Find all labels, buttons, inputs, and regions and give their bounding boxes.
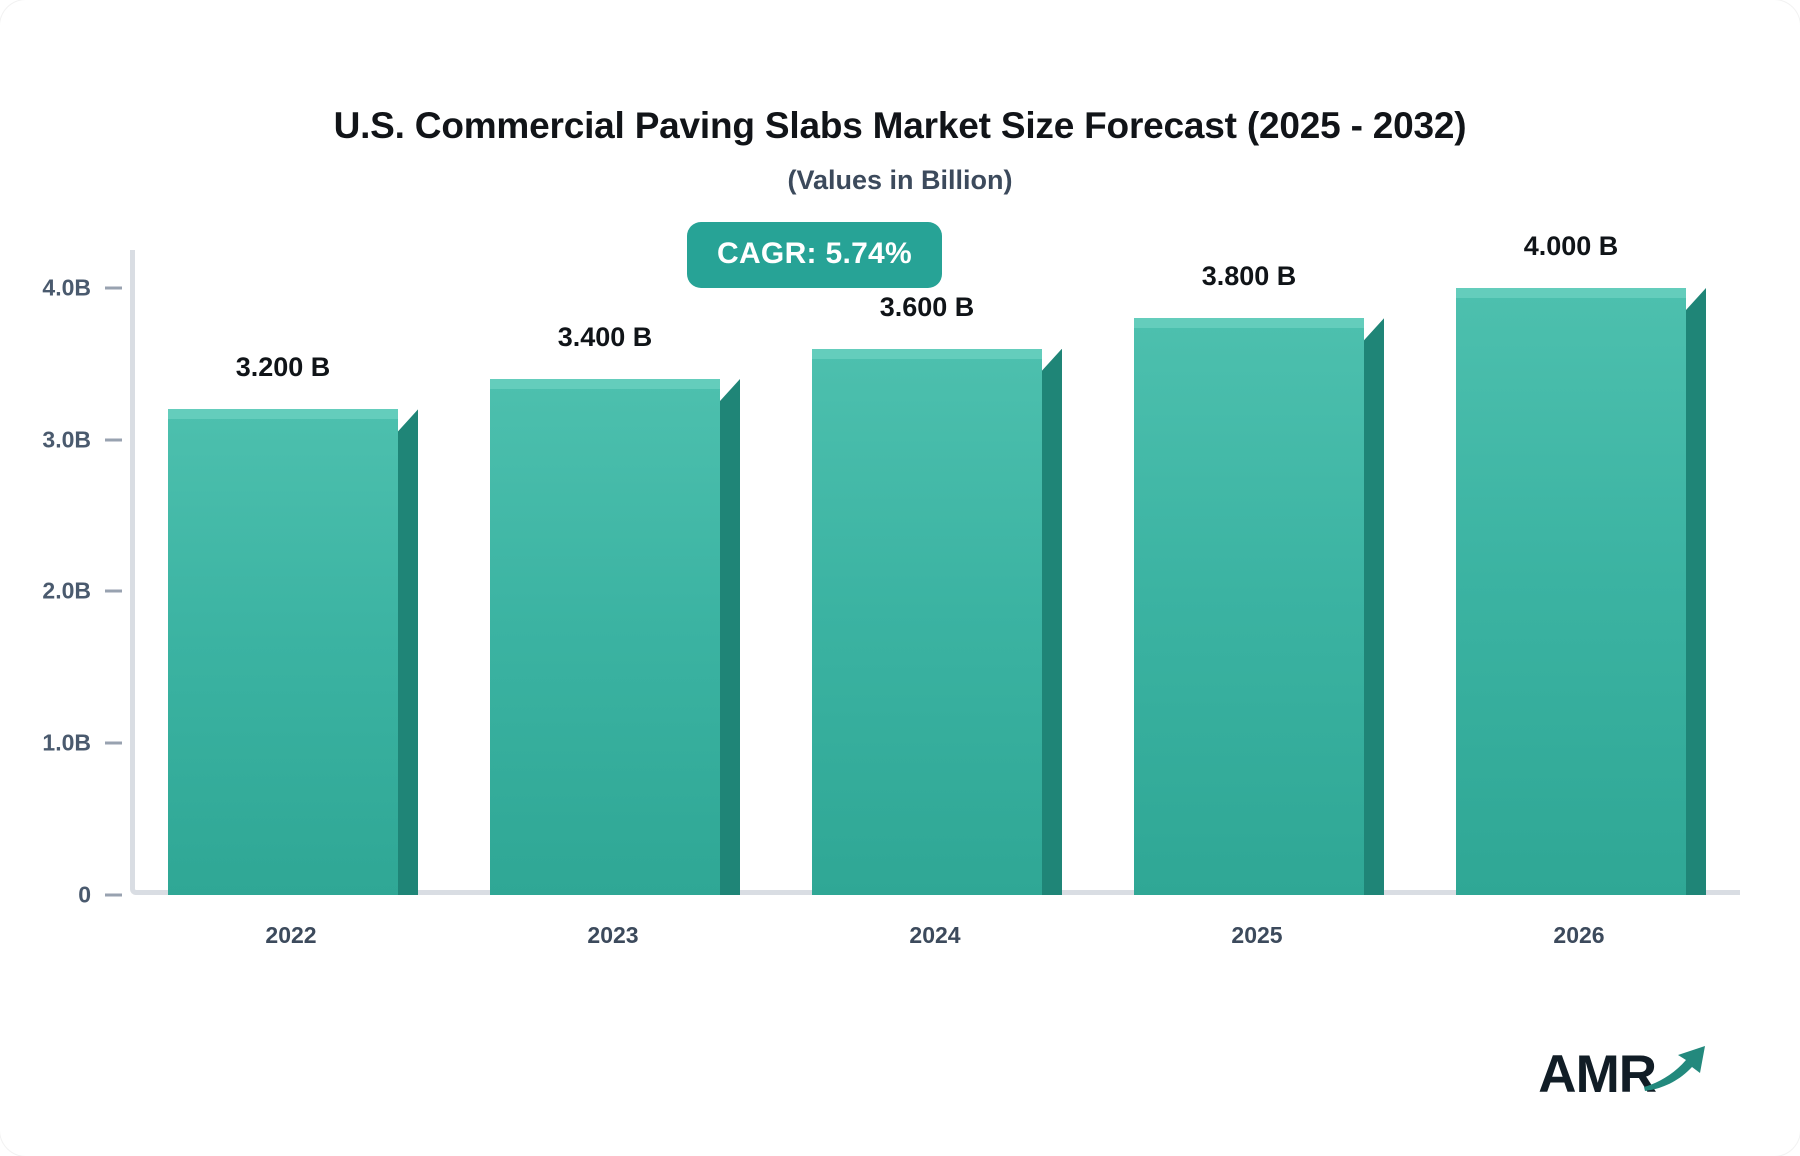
y-axis-tick-mark: [105, 286, 122, 290]
bar-front-face: [812, 348, 1042, 895]
x-axis-tick-label: 2023: [587, 922, 639, 948]
bar-front-face: [1456, 287, 1686, 895]
y-axis-tick-label: 1.0B: [42, 729, 91, 756]
y-axis-tick: 3.0B: [42, 426, 130, 453]
y-axis-tick-mark: [105, 438, 122, 442]
y-axis-tick-label: 3.0B: [42, 426, 91, 453]
bar-top-face: [812, 348, 1042, 359]
chart-title: U.S. Commercial Paving Slabs Market Size…: [333, 105, 1467, 146]
bar-column[interactable]: [812, 348, 1062, 895]
bar-top-face: [168, 409, 398, 420]
x-axis-tick-label: 2025: [1231, 922, 1283, 948]
bar-value-label: 3.200 B: [235, 352, 331, 383]
amr-logo: AMR: [1538, 1040, 1708, 1101]
bar-front-face: [168, 409, 398, 895]
bar-front-face: [1134, 318, 1364, 895]
y-axis-tick: 0: [78, 882, 130, 909]
title-block: U.S. Commercial Paving Slabs Market Size…: [0, 105, 1800, 196]
bar-column[interactable]: [1134, 318, 1384, 895]
chart-subtitle: (Values in Billion): [787, 164, 1013, 195]
y-axis-tick-mark: [105, 589, 122, 593]
y-axis-tick-label: 0: [78, 881, 91, 908]
x-axis-tick-label: 2026: [1553, 922, 1605, 948]
bar-side-face: [1364, 318, 1384, 895]
y-axis-tick: 4.0B: [42, 274, 130, 301]
bar-top-face: [490, 379, 720, 389]
y-axis-tick: 1.0B: [42, 730, 130, 757]
bar-value-label: 3.400 B: [557, 322, 653, 352]
bar-column[interactable]: [1456, 287, 1706, 895]
y-axis-tick-label: 2.0B: [42, 577, 91, 604]
bar-top-face: [1134, 318, 1364, 329]
bar-value-label: 4.000 B: [1523, 230, 1619, 261]
x-axis-tick-label: 2024: [909, 922, 961, 948]
amr-logo-text: AMR: [1538, 1045, 1657, 1104]
y-axis-tick-mark: [105, 741, 122, 745]
cagr-annotation-badge: CAGR: 5.74%: [687, 222, 943, 288]
y-axis-tick-label: 4.0B: [42, 274, 91, 301]
y-axis-tick: 2.0B: [42, 578, 130, 605]
plot-area: 4.0B 3.0B 2.0B 1.0B 0 3.200 B 3.400 B 3.600 B 3…: [42, 231, 1740, 948]
x-axis-tick-label: 2022: [265, 922, 317, 948]
bar-value-label: 3.800 B: [1201, 261, 1297, 292]
bar-front-face: [490, 379, 720, 895]
bar-side-face: [720, 379, 740, 895]
bar-side-face: [398, 409, 418, 895]
bar-column[interactable]: [490, 379, 740, 895]
growth-arrow-icon: [1642, 1040, 1708, 1097]
bar-top-face: [1456, 287, 1686, 298]
bar-side-face: [1042, 348, 1062, 895]
bar-side-face: [1686, 287, 1706, 895]
bar-column[interactable]: [168, 409, 418, 895]
bar-value-label: 3.600 B: [879, 291, 975, 322]
y-axis-tick-mark: [105, 893, 122, 897]
